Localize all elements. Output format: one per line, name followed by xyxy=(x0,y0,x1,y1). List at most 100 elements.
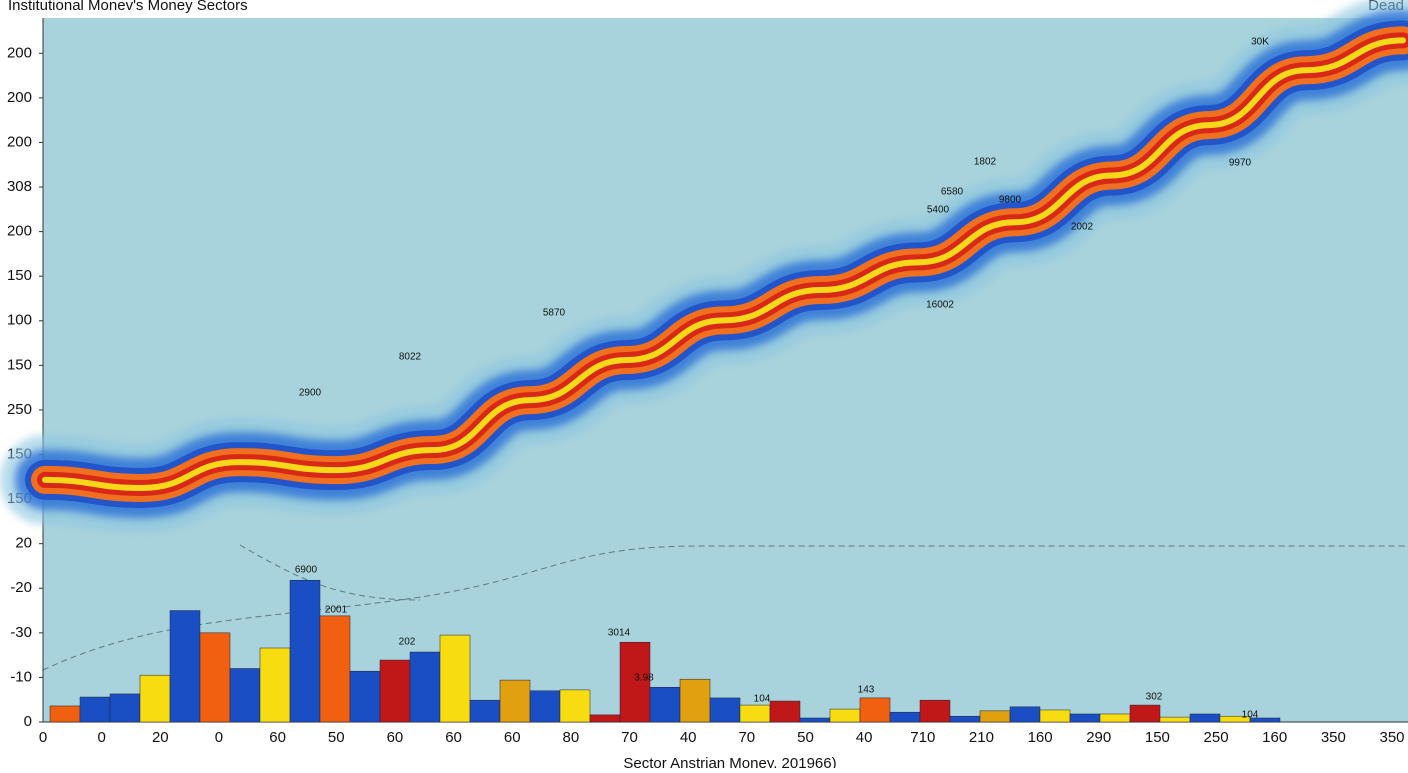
bar xyxy=(769,700,801,723)
bar xyxy=(139,674,171,723)
y-tick-label: 20 xyxy=(15,535,32,552)
bar xyxy=(199,632,231,723)
annotation: 16002 xyxy=(926,300,954,311)
annotation: 2900 xyxy=(299,388,322,399)
dashed-guide xyxy=(239,544,421,601)
annotation: 8022 xyxy=(399,352,422,363)
bar xyxy=(619,641,651,723)
bar xyxy=(109,693,141,723)
bar xyxy=(739,704,771,723)
x-tick-label: 160 xyxy=(1262,729,1287,746)
bar xyxy=(409,651,441,723)
annotation: 6900 xyxy=(295,565,318,576)
annotation: 302 xyxy=(1146,692,1163,703)
bar xyxy=(529,690,561,723)
x-tick-label: 290 xyxy=(1086,729,1111,746)
annotation: 2002 xyxy=(1071,222,1094,233)
bar xyxy=(289,579,321,723)
x-tick-label: 70 xyxy=(621,729,638,746)
bar xyxy=(589,714,621,723)
band-line xyxy=(42,37,1406,491)
y-tick-label: 200 xyxy=(7,133,32,150)
y-tick-label: -20 xyxy=(10,579,32,596)
x-tick-label: 60 xyxy=(445,729,462,746)
x-tick-label: 160 xyxy=(1028,729,1053,746)
x-tick-label: 0 xyxy=(97,729,105,746)
bar xyxy=(859,697,891,723)
y-tick-label: 250 xyxy=(7,401,32,418)
y-tick-label: 200 xyxy=(7,44,32,61)
bar xyxy=(349,670,381,723)
x-tick-label: 70 xyxy=(738,729,755,746)
x-axis-label: Sector Anstrian Money, 201966) xyxy=(623,755,836,768)
bar xyxy=(439,634,471,723)
annotation: 104 xyxy=(754,694,771,705)
annotation: 30K xyxy=(1251,37,1269,48)
x-tick-label: 80 xyxy=(563,729,580,746)
x-tick-label: 710 xyxy=(910,729,935,746)
y-tick-label: 150 xyxy=(7,356,32,373)
bar xyxy=(1159,716,1191,723)
x-tick-label: 60 xyxy=(387,729,404,746)
x-tick-label: 50 xyxy=(797,729,814,746)
y-tick-label: 100 xyxy=(7,312,32,329)
annotation: 3.98 xyxy=(634,673,654,684)
bar xyxy=(559,689,591,723)
annotation: 202 xyxy=(399,637,416,648)
annotation: 5400 xyxy=(927,205,950,216)
bar xyxy=(1099,713,1131,723)
bar xyxy=(169,610,201,723)
x-tick-label: 350 xyxy=(1321,729,1346,746)
y-tick-label: -30 xyxy=(10,624,32,641)
y-tick-label: 0 xyxy=(24,713,32,730)
bar xyxy=(829,708,861,723)
x-tick-label: 0 xyxy=(215,729,223,746)
annotation: 6580 xyxy=(941,187,964,198)
annotation: 3014 xyxy=(608,628,631,639)
bar xyxy=(379,659,411,723)
bar xyxy=(499,679,531,723)
bar xyxy=(1009,706,1041,723)
bar xyxy=(49,705,81,723)
bar xyxy=(919,699,951,723)
bar xyxy=(1249,717,1281,723)
bar xyxy=(1129,704,1161,723)
x-tick-label: 60 xyxy=(269,729,286,746)
x-tick-label: 60 xyxy=(504,729,521,746)
bar xyxy=(949,715,981,723)
bar xyxy=(259,647,291,723)
bar xyxy=(979,710,1011,723)
bar xyxy=(889,711,921,723)
x-tick-label: 20 xyxy=(152,729,169,746)
y-tick-label: 200 xyxy=(7,223,32,240)
x-tick-label: 40 xyxy=(680,729,697,746)
annotation: 9970 xyxy=(1229,158,1252,169)
bar xyxy=(709,697,741,723)
bar xyxy=(679,678,711,723)
annotation: 104 xyxy=(1242,710,1259,721)
bar xyxy=(469,699,501,723)
y-tick-label: 150 xyxy=(7,267,32,284)
chart-title: Institutional Monev's Money Sectors xyxy=(8,0,248,14)
y-tick-label: 308 xyxy=(7,178,32,195)
bar xyxy=(799,717,831,723)
x-tick-label: 50 xyxy=(328,729,345,746)
x-tick-label: 40 xyxy=(856,729,873,746)
y-tick-label: -10 xyxy=(10,668,32,685)
x-tick-label: 210 xyxy=(969,729,994,746)
bar xyxy=(319,615,351,723)
bar xyxy=(1069,713,1101,723)
bar xyxy=(79,696,111,723)
bar xyxy=(1189,713,1221,723)
x-tick-label: 250 xyxy=(1204,729,1229,746)
bar xyxy=(649,686,681,723)
annotation: 9800 xyxy=(999,195,1022,206)
annotation: 143 xyxy=(858,685,875,696)
annotation: 5870 xyxy=(543,308,566,319)
x-tick-label: 350 xyxy=(1379,729,1404,746)
annotation: 1802 xyxy=(974,157,997,168)
x-tick-label: 150 xyxy=(1145,729,1170,746)
y-tick-label: 200 xyxy=(7,89,32,106)
